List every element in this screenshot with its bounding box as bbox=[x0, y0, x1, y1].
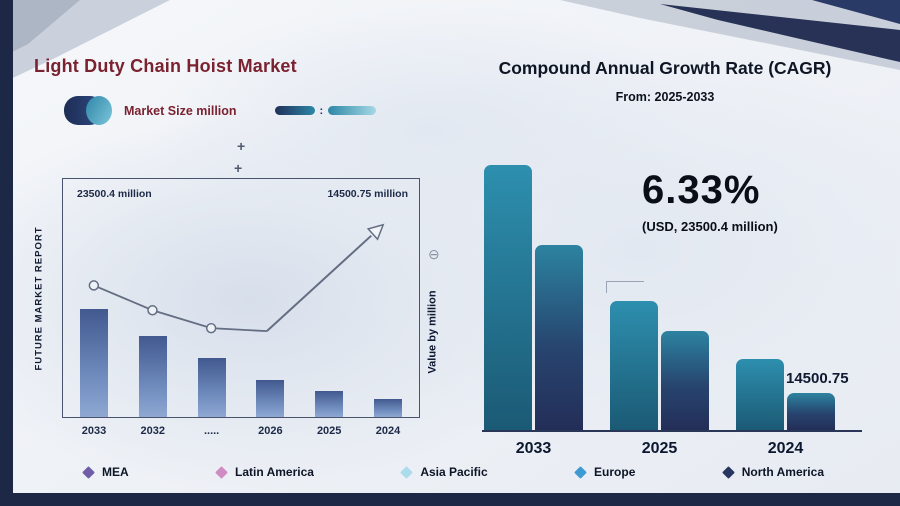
right-bar-group-2025 bbox=[610, 301, 709, 430]
legend-label: Asia Pacific bbox=[420, 465, 488, 479]
right-bar-2025-primary bbox=[610, 301, 658, 430]
left-xlabels: 2033 2032..... 2026 2025 2024 bbox=[63, 425, 419, 437]
left-bar-2025 bbox=[315, 391, 344, 417]
legend-diamond-icon bbox=[82, 465, 95, 479]
legend-label: Latin America bbox=[235, 465, 314, 479]
cagr-value: 6.33% bbox=[642, 168, 761, 212]
left-xlabel: ..... bbox=[203, 425, 220, 437]
left-bar-2033 bbox=[80, 309, 108, 417]
corner-triangle-navy bbox=[812, 0, 900, 24]
cagr-chart bbox=[482, 158, 862, 432]
left-xlabel: 2024 bbox=[375, 425, 401, 437]
pill-separator: : bbox=[319, 104, 324, 117]
left-y-axis-label: FUTURE MARKET REPORT bbox=[33, 225, 45, 371]
legend-label: North America bbox=[741, 465, 824, 479]
right-bar-2033-secondary bbox=[535, 245, 583, 430]
page-title: Light Duty Chain Hoist Market bbox=[34, 56, 297, 76]
right-xlabel: 2033 bbox=[515, 440, 552, 457]
corner-band-navy bbox=[660, 4, 900, 62]
cylinder-icon bbox=[64, 96, 112, 125]
stair-decor bbox=[606, 281, 644, 293]
right-xlabel: 2025 bbox=[641, 440, 678, 457]
right-y-axis-label: Value by million bbox=[427, 290, 440, 374]
left-edge-bar bbox=[0, 0, 13, 506]
right-bars bbox=[484, 165, 835, 430]
circled-minus-icon: ⊖ bbox=[428, 246, 440, 262]
market-size-legend: Market Size million : bbox=[64, 96, 377, 125]
cagr-subtitle: From: 2025-2033 bbox=[615, 90, 715, 104]
cagr-title: Compound Annual Growth Rate (CAGR) bbox=[498, 58, 832, 78]
left-bar-cell bbox=[312, 179, 346, 417]
market-size-chart: 23500.4 million 14500.75 million FUTURE … bbox=[34, 178, 420, 437]
left-xlabel: 2026 bbox=[258, 425, 283, 437]
left-bar-2032 bbox=[138, 336, 167, 417]
plus-icon: + bbox=[234, 160, 243, 176]
left-bar-cell bbox=[253, 179, 287, 417]
legend-diamond-icon bbox=[721, 465, 735, 479]
right-bar-2025-secondary bbox=[661, 331, 709, 430]
bottom-legend: MEA Latin America Asia Pacific Europe North … bbox=[82, 465, 824, 479]
left-bar-cell bbox=[136, 179, 170, 417]
left-xlabel: 2032 bbox=[140, 425, 166, 437]
chart-value-left: 23500.4 million bbox=[77, 188, 152, 200]
gradient-pill-icon bbox=[328, 106, 377, 115]
legend-label: MEA bbox=[102, 465, 129, 479]
cagr-block: 6.33% (USD, 23500.4 million) bbox=[642, 168, 778, 234]
left-bar- bbox=[197, 358, 226, 417]
legend-item-north-america: North America bbox=[721, 465, 824, 479]
left-bar-cell bbox=[371, 179, 405, 417]
value-callout: 14500.75 bbox=[786, 370, 849, 387]
legend-item-europe: Europe bbox=[574, 465, 636, 479]
left-xlabel: 2033 bbox=[81, 425, 107, 437]
right-bar-2033-primary bbox=[484, 165, 532, 430]
left-bar-2024 bbox=[373, 399, 402, 417]
right-bar-2024-secondary bbox=[787, 393, 835, 430]
legend-item-latin-america: Latin America bbox=[215, 465, 314, 479]
left-bar-cell bbox=[195, 179, 229, 417]
left-bars bbox=[63, 179, 419, 417]
legend-label: Europe bbox=[594, 465, 636, 479]
right-bar-group-2033 bbox=[484, 165, 583, 430]
right-xlabel: 2024 bbox=[767, 440, 804, 457]
corner-shape-top-left-dark bbox=[0, 0, 80, 58]
bg-blob bbox=[150, 0, 710, 260]
right-bar-2024-primary bbox=[736, 359, 784, 430]
corner-shape-top-right bbox=[560, 0, 900, 70]
plus-icon: + bbox=[237, 138, 246, 154]
cagr-note: (USD, 23500.4 million) bbox=[642, 219, 778, 234]
left-xlabel: 2025 bbox=[316, 425, 342, 437]
market-size-label: Market Size million bbox=[124, 103, 237, 118]
chart-value-right: 14500.75 million bbox=[327, 188, 408, 200]
legend-diamond-icon bbox=[400, 465, 414, 479]
right-xlabels: 2033 2025 2024 bbox=[484, 440, 835, 458]
left-bar-cell bbox=[77, 179, 111, 417]
bottom-edge-bar bbox=[0, 493, 900, 506]
legend-item-mea: MEA bbox=[82, 465, 129, 479]
gradient-pills: : bbox=[274, 104, 377, 117]
legend-diamond-icon bbox=[574, 465, 587, 479]
legend-diamond-icon bbox=[215, 465, 228, 479]
legend-item-asia-pacific: Asia Pacific bbox=[400, 465, 488, 479]
gradient-pill-icon bbox=[274, 106, 315, 115]
right-bar-group-2024 bbox=[736, 359, 835, 430]
left-bar-2026 bbox=[256, 380, 285, 417]
